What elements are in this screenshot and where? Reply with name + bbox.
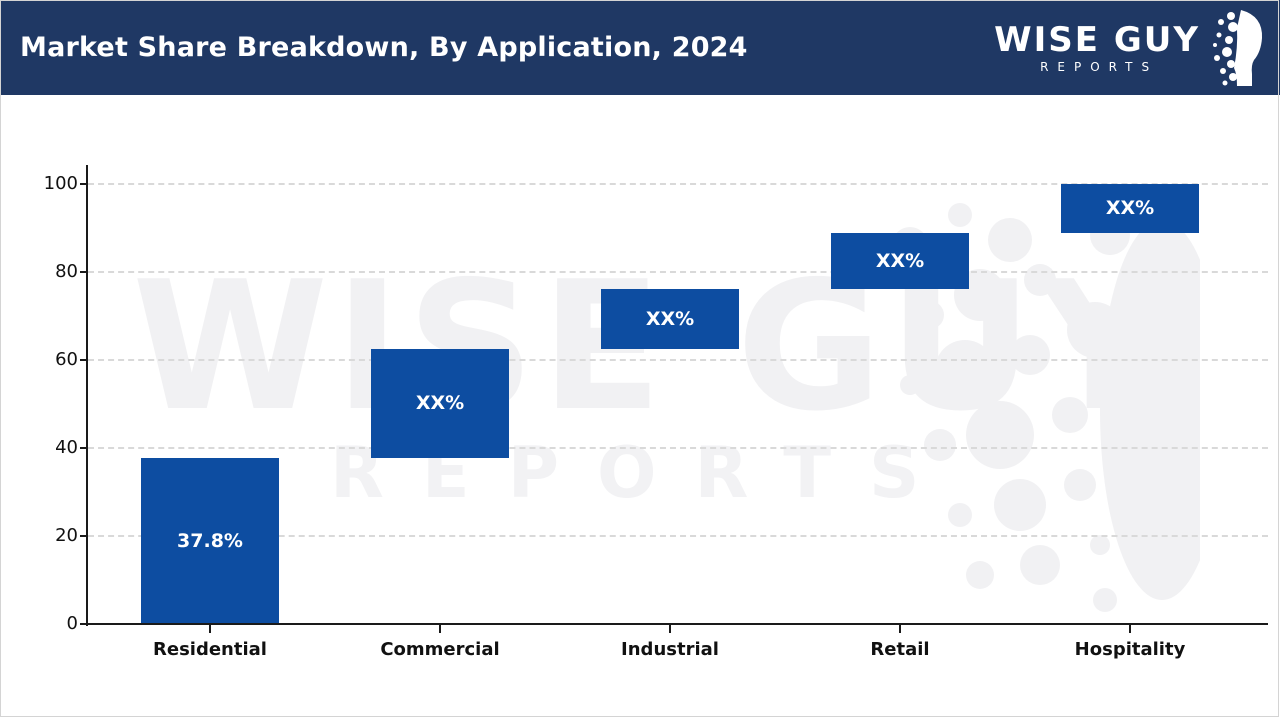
gridline-100	[88, 183, 1268, 185]
dotted-head-icon	[1213, 10, 1263, 86]
x-axis-tick	[209, 625, 211, 633]
x-axis-line	[86, 623, 1268, 625]
y-axis-tick	[80, 183, 88, 185]
header-band: Market Share Breakdown, By Application, …	[0, 0, 1280, 95]
brand-logo-text: WISE GUY REPORTS	[994, 23, 1200, 73]
x-axis-category-label: Retail	[870, 639, 930, 660]
bar-retail: XX%	[831, 232, 969, 289]
x-axis-category-label: Residential	[153, 639, 267, 660]
bar-hospitality: XX%	[1061, 184, 1199, 233]
bar-value-label: XX%	[645, 307, 695, 330]
x-axis-tick	[1129, 625, 1131, 633]
y-axis-tick-label: 40	[55, 437, 78, 458]
y-axis-tick	[80, 535, 88, 537]
y-axis-tick-label: 0	[66, 613, 78, 634]
y-axis-tick-label: 80	[55, 261, 78, 282]
x-axis-tick	[439, 625, 441, 633]
y-axis-line	[86, 165, 88, 626]
bar-residential: 37.8%	[141, 457, 279, 624]
brand-name: WISE GUY	[994, 20, 1200, 60]
watermark-dotted-head-icon	[892, 203, 1200, 612]
y-axis-tick	[80, 447, 88, 449]
gridline-40	[88, 447, 1268, 449]
y-axis-tick-label: 20	[55, 525, 78, 546]
chart-title: Market Share Breakdown, By Application, …	[20, 32, 748, 63]
y-axis-tick-label: 100	[43, 173, 78, 194]
y-axis-tick	[80, 623, 88, 625]
bar-value-label: XX%	[1105, 197, 1155, 220]
brand-subtitle: REPORTS	[1040, 60, 1159, 74]
bar-value-label: 37.8%	[177, 529, 243, 552]
y-axis-tick	[80, 271, 88, 273]
x-axis-category-label: Industrial	[621, 639, 719, 660]
gridline-60	[88, 359, 1268, 361]
gridline-80	[88, 271, 1268, 273]
x-axis-category-label: Commercial	[380, 639, 500, 660]
gridline-20	[88, 535, 1268, 537]
bar-industrial: XX%	[601, 288, 739, 349]
y-axis-tick-label: 60	[55, 349, 78, 370]
y-axis-tick	[80, 359, 88, 361]
bar-value-label: XX%	[415, 392, 465, 415]
x-axis-tick	[669, 625, 671, 633]
brand-logo: WISE GUY REPORTS	[994, 6, 1266, 90]
x-axis-category-label: Hospitality	[1074, 639, 1186, 660]
bar-value-label: XX%	[875, 249, 925, 272]
x-axis-tick	[899, 625, 901, 633]
bar-commercial: XX%	[371, 348, 509, 458]
